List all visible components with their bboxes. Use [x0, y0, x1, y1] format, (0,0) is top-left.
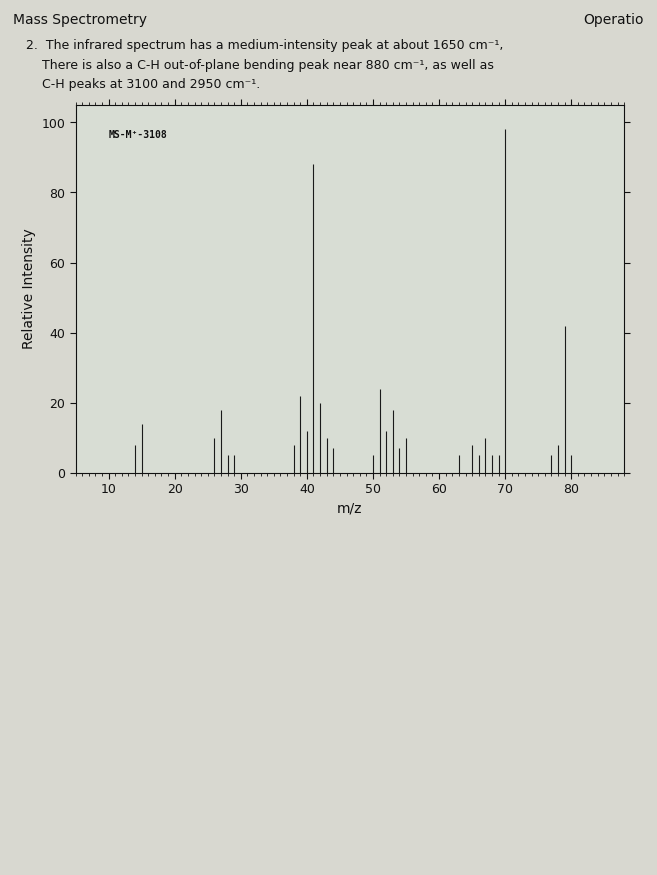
Y-axis label: Relative Intensity: Relative Intensity [22, 228, 35, 349]
Text: C-H peaks at 3100 and 2950 cm⁻¹.: C-H peaks at 3100 and 2950 cm⁻¹. [26, 78, 261, 91]
Text: MS-M⁺-3108: MS-M⁺-3108 [108, 130, 168, 139]
Text: 2.  The infrared spectrum has a medium-intensity peak at about 1650 cm⁻¹,: 2. The infrared spectrum has a medium-in… [26, 39, 504, 52]
Text: Operatio: Operatio [583, 13, 644, 27]
Text: There is also a C-H out-of-plane bending peak near 880 cm⁻¹, as well as: There is also a C-H out-of-plane bending… [26, 59, 494, 72]
Text: Mass Spectrometry: Mass Spectrometry [13, 13, 147, 27]
X-axis label: m/z: m/z [337, 501, 363, 515]
